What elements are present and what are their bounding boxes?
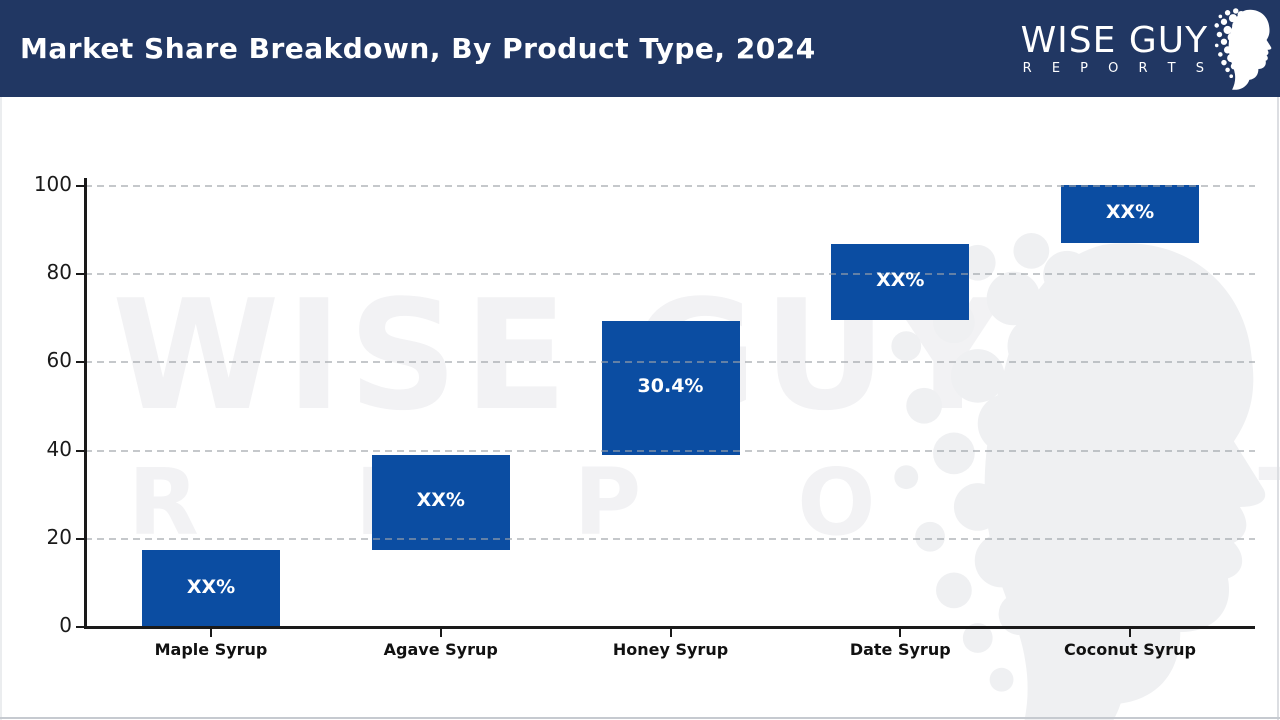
y-tick-80: [76, 273, 85, 276]
logo-brand-subtitle: R E P O R T S: [1022, 60, 1212, 76]
x-tick-label-agave-syrup: Agave Syrup: [383, 640, 498, 659]
bar-value-label-honey-syrup: 30.4%: [637, 374, 704, 397]
x-tick-agave-syrup: [439, 628, 442, 637]
chart-canvas: WISE GUY R E P O R T S 020406080100XX%Ma…: [0, 97, 1280, 720]
y-tick-0: [76, 626, 85, 628]
x-tick-label-honey-syrup: Honey Syrup: [612, 640, 729, 659]
gridline-80: [85, 273, 1255, 276]
x-tick-coconut-syrup: [1129, 628, 1131, 637]
bar-agave-syrup: [371, 455, 510, 550]
y-tick-label-40: 40: [46, 436, 72, 461]
y-tick-20: [76, 537, 85, 540]
bar-honey-syrup: [601, 320, 740, 455]
y-tick-60: [76, 361, 85, 364]
bar-value-label-coconut-syrup: XX%: [1105, 201, 1155, 224]
gridline-20: [85, 537, 1255, 540]
page-border-right: [1277, 97, 1279, 720]
y-tick-label-20: 20: [46, 524, 72, 549]
header-bar: Market Share Breakdown, By Product Type,…: [0, 0, 1280, 97]
logo-brand-name: WISE GUY: [1020, 20, 1209, 62]
y-axis-line: [84, 178, 87, 628]
wiseguy-face-icon: [1214, 8, 1272, 90]
wiseguy-logo: WISE GUY R E P O R T S: [1017, 4, 1272, 94]
chart-title: Market Share Breakdown, By Product Type,…: [20, 32, 816, 65]
bar-value-label-agave-syrup: XX%: [416, 489, 465, 512]
x-tick-date-syrup: [899, 628, 902, 637]
gridline-100: [85, 185, 1255, 187]
bar-value-label-date-syrup: XX%: [876, 268, 925, 291]
page-border-left: [0, 97, 2, 720]
y-tick-100: [76, 185, 85, 187]
gridline-40: [85, 449, 1255, 452]
bar-date-syrup: [831, 243, 970, 320]
gridline-60: [85, 361, 1255, 364]
y-tick-label-60: 60: [46, 348, 72, 373]
logo-text-block: WISE GUY R E P O R T S: [1017, 22, 1212, 76]
bar-maple-syrup: [142, 550, 280, 627]
x-axis-line: [84, 626, 1255, 629]
y-tick-label-0: 0: [59, 613, 72, 637]
bar-value-label-maple-syrup: XX%: [186, 575, 236, 598]
x-tick-label-maple-syrup: Maple Syrup: [154, 640, 268, 659]
bar-coconut-syrup: [1061, 185, 1199, 244]
page-border-bottom: [0, 717, 1280, 719]
x-tick-maple-syrup: [210, 628, 212, 637]
y-tick-40: [76, 449, 85, 452]
x-tick-label-date-syrup: Date Syrup: [849, 640, 951, 659]
y-tick-label-100: 100: [33, 172, 72, 196]
x-tick-honey-syrup: [669, 628, 672, 637]
y-tick-label-80: 80: [46, 260, 72, 285]
x-tick-label-coconut-syrup: Coconut Syrup: [1064, 640, 1196, 659]
